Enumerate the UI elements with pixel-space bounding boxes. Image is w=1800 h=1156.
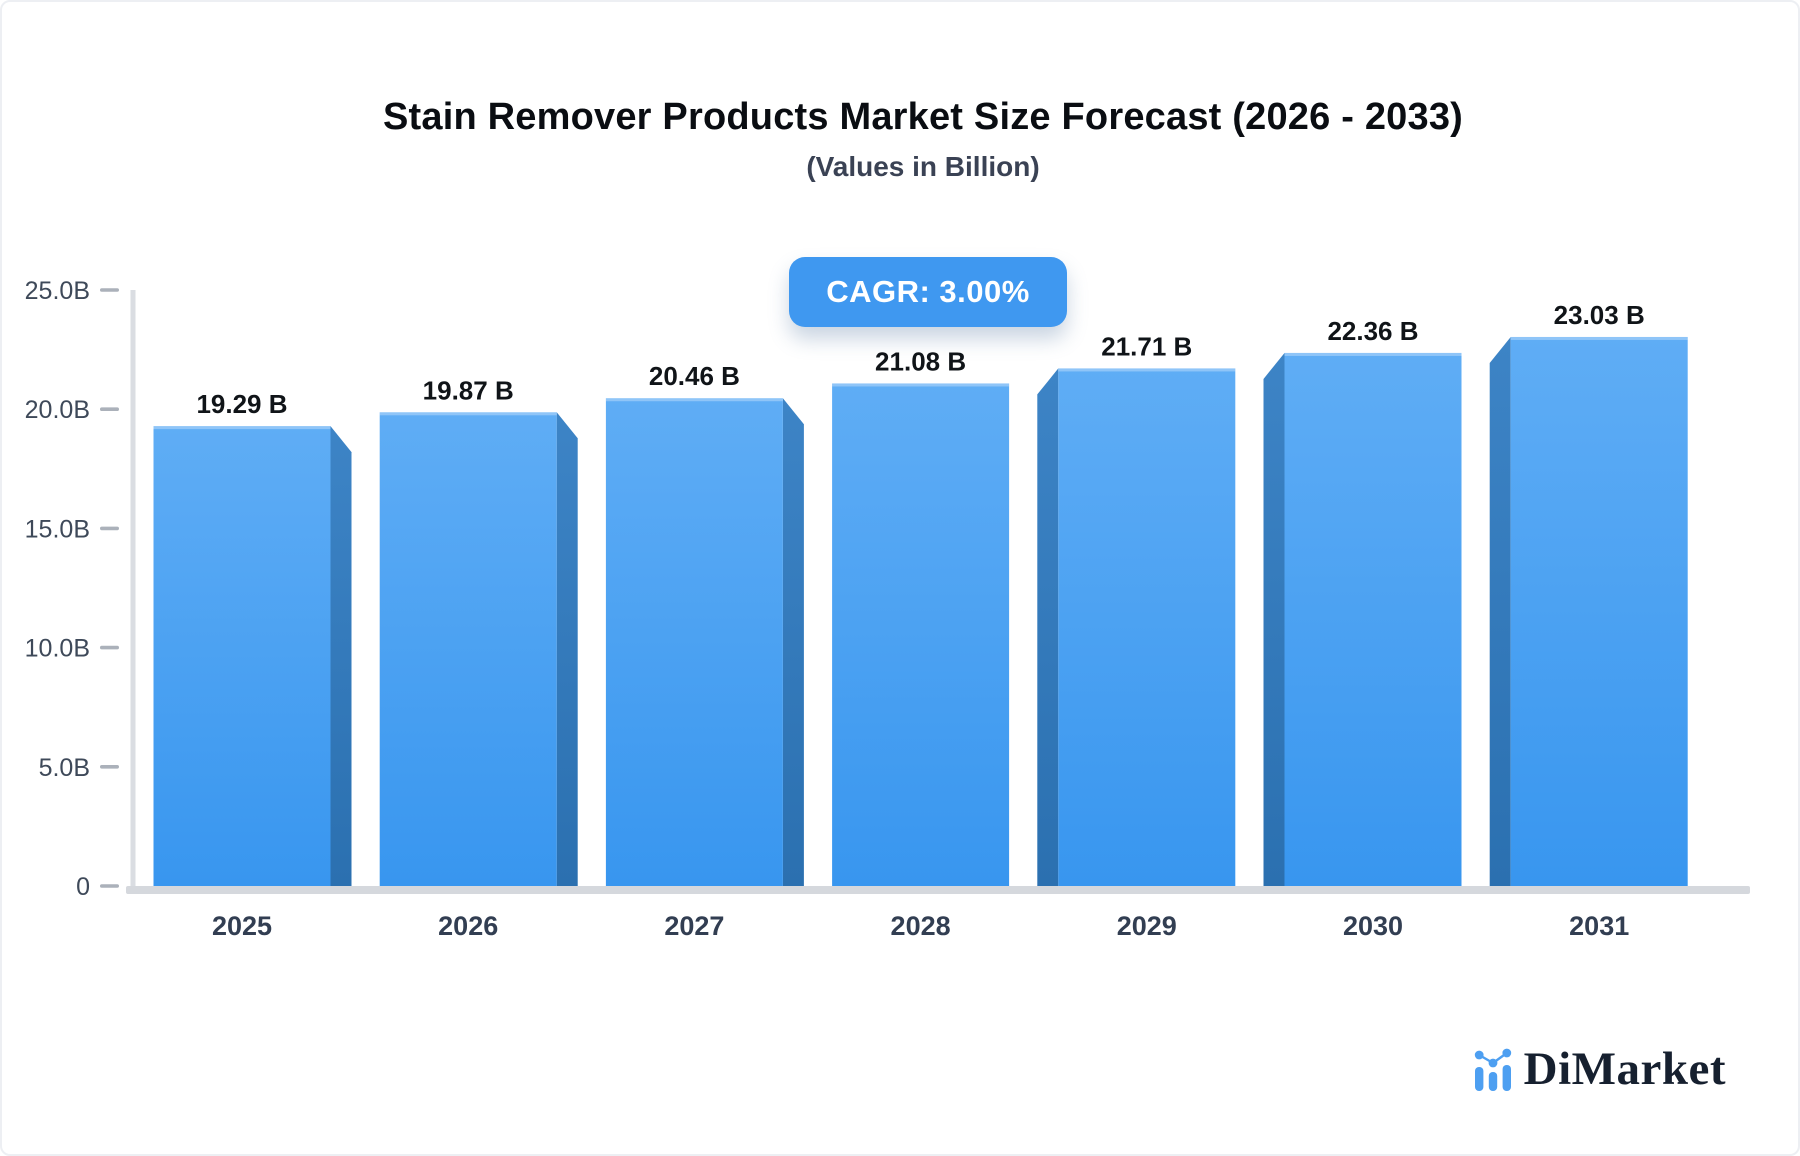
y-tick-dash — [100, 645, 119, 650]
dimarket-logo: DiMarket — [1474, 1042, 1726, 1096]
chart-header: Stain Remover Products Market Size Forec… — [114, 96, 1732, 183]
y-tick-dash — [100, 765, 119, 769]
y-tick-dash — [100, 288, 119, 292]
y-tick-dash — [100, 884, 119, 888]
bar-value-label: 20.46 B — [649, 361, 740, 391]
bar-2027 — [605, 398, 783, 886]
x-axis-label: 2031 — [1569, 911, 1629, 941]
y-axis-label: 5.0B — [39, 754, 90, 782]
bar-value-label: 19.87 B — [423, 375, 514, 405]
bar-value-label: 23.03 B — [1554, 300, 1645, 330]
bar-top-highlight — [605, 398, 783, 402]
chart-subtitle: (Values in Billion) — [806, 151, 1040, 182]
x-axis-label: 2025 — [212, 911, 272, 941]
bar-2026 — [379, 412, 557, 886]
x-axis-label: 2026 — [438, 911, 498, 941]
cagr-badge: CAGR: 3.00% — [789, 257, 1067, 327]
y-axis-label: 25.0B — [25, 277, 90, 305]
dimarket-logo-text: DiMarket — [1523, 1043, 1726, 1095]
bar-value-label: 19.29 B — [196, 389, 287, 419]
x-axis-label: 2027 — [664, 911, 724, 941]
y-axis-label: 10.0B — [25, 635, 90, 663]
y-axis-line — [130, 290, 136, 894]
bar-top-highlight — [1058, 368, 1236, 372]
y-axis-label: 15.0B — [25, 515, 90, 543]
bar-side-face — [330, 426, 352, 886]
bar-2030 — [1284, 352, 1462, 886]
bar-top-highlight — [379, 412, 557, 416]
bar-side-face — [556, 412, 578, 886]
bar-value-label: 21.71 B — [1101, 331, 1192, 361]
bar-top-highlight — [1510, 336, 1688, 340]
x-axis-label: 2030 — [1343, 911, 1403, 941]
bar-2025 — [153, 426, 331, 886]
bar-side-face — [1489, 336, 1511, 886]
bar-side-face — [1263, 352, 1285, 886]
y-axis-label: 20.0B — [25, 396, 90, 424]
y-tick-dash — [100, 526, 119, 531]
x-axis-label: 2028 — [891, 911, 951, 941]
cagr-badge-label: CAGR: 3.00% — [826, 274, 1030, 309]
bar-top-highlight — [1284, 352, 1462, 356]
y-tick-dash — [100, 407, 119, 411]
bar-value-label: 21.08 B — [875, 346, 966, 376]
bar-2031 — [1510, 336, 1688, 886]
bar-top-highlight — [153, 426, 331, 430]
bar-top-highlight — [832, 383, 1010, 387]
x-axis-baseline — [126, 886, 1750, 894]
bar-side-face — [1037, 368, 1059, 886]
bar-2029 — [1058, 368, 1236, 886]
y-axis-label: 0 — [76, 873, 90, 901]
bar-side-face — [782, 398, 804, 886]
bar-chart-logo-icon — [1474, 1048, 1511, 1091]
bar-value-label: 22.36 B — [1327, 316, 1418, 346]
bar-2028 — [832, 383, 1010, 886]
chart-title: Stain Remover Products Market Size Forec… — [382, 96, 1464, 138]
x-axis-label: 2029 — [1117, 911, 1177, 941]
